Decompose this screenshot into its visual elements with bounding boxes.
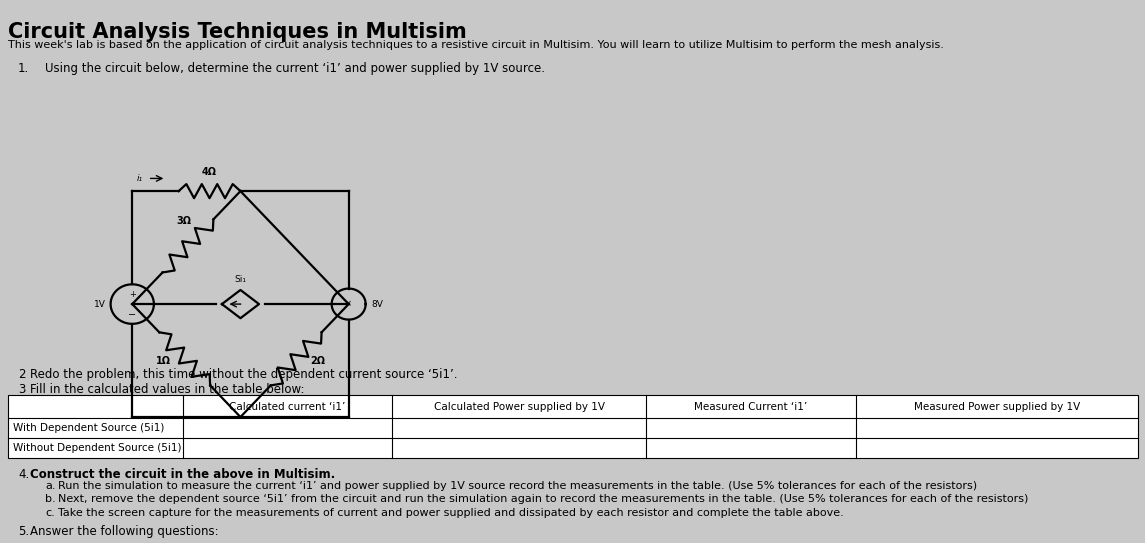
Text: 1V: 1V [94, 300, 106, 308]
Text: a.: a. [45, 481, 55, 491]
Text: 3Ω: 3Ω [176, 216, 191, 225]
Text: Without Dependent Source (5i1): Without Dependent Source (5i1) [13, 443, 182, 453]
Text: 1.: 1. [18, 62, 30, 75]
Text: Circuit Analysis Techniques in Multisim: Circuit Analysis Techniques in Multisim [8, 22, 467, 42]
Text: With Dependent Source (5i1): With Dependent Source (5i1) [13, 423, 165, 433]
Text: 2: 2 [18, 368, 25, 381]
Text: 4.: 4. [18, 468, 30, 481]
Text: 1Ω: 1Ω [156, 356, 171, 365]
Text: b.: b. [45, 494, 56, 504]
Text: Si₁: Si₁ [235, 275, 246, 285]
Text: c.: c. [45, 508, 55, 518]
Text: Calculated Power supplied by 1V: Calculated Power supplied by 1V [434, 401, 605, 412]
Text: Next, remove the dependent source ‘5i1’ from the circuit and run the simulation : Next, remove the dependent source ‘5i1’ … [58, 494, 1028, 504]
Text: 5.: 5. [18, 525, 29, 538]
Text: Using the circuit below, determine the current ‘i1’ and power supplied by 1V sou: Using the circuit below, determine the c… [45, 62, 545, 75]
Text: 2Ω: 2Ω [310, 356, 325, 365]
Text: Fill in the calculated values in the table below:: Fill in the calculated values in the tab… [30, 383, 305, 396]
Text: Construct the circuit in the above in Multisim.: Construct the circuit in the above in Mu… [30, 468, 335, 481]
Text: 3: 3 [18, 383, 25, 396]
Text: Run the simulation to measure the current ‘i1’ and power supplied by 1V source r: Run the simulation to measure the curren… [58, 481, 977, 491]
Bar [8, 395, 1138, 458]
Text: Measured Current ‘i1’: Measured Current ‘i1’ [694, 401, 807, 412]
Text: ×: × [345, 300, 353, 308]
Text: Take the screen capture for the measurements of current and power supplied and d: Take the screen capture for the measurem… [58, 508, 844, 518]
Text: 4Ω: 4Ω [202, 167, 218, 177]
Text: 8V: 8V [372, 300, 384, 308]
Text: Measured Power supplied by 1V: Measured Power supplied by 1V [914, 401, 1080, 412]
Text: Answer the following questions:: Answer the following questions: [30, 525, 219, 538]
Text: +: + [128, 290, 136, 299]
Text: i₁: i₁ [137, 174, 143, 183]
Text: Calculated current ‘i1’: Calculated current ‘i1’ [229, 401, 346, 412]
Text: −: − [128, 311, 136, 320]
Text: Redo the problem, this time without the dependent current source ‘5i1’.: Redo the problem, this time without the … [30, 368, 458, 381]
Text: This week's lab is based on the application of circuit analysis techniques to a : This week's lab is based on the applicat… [8, 40, 943, 50]
